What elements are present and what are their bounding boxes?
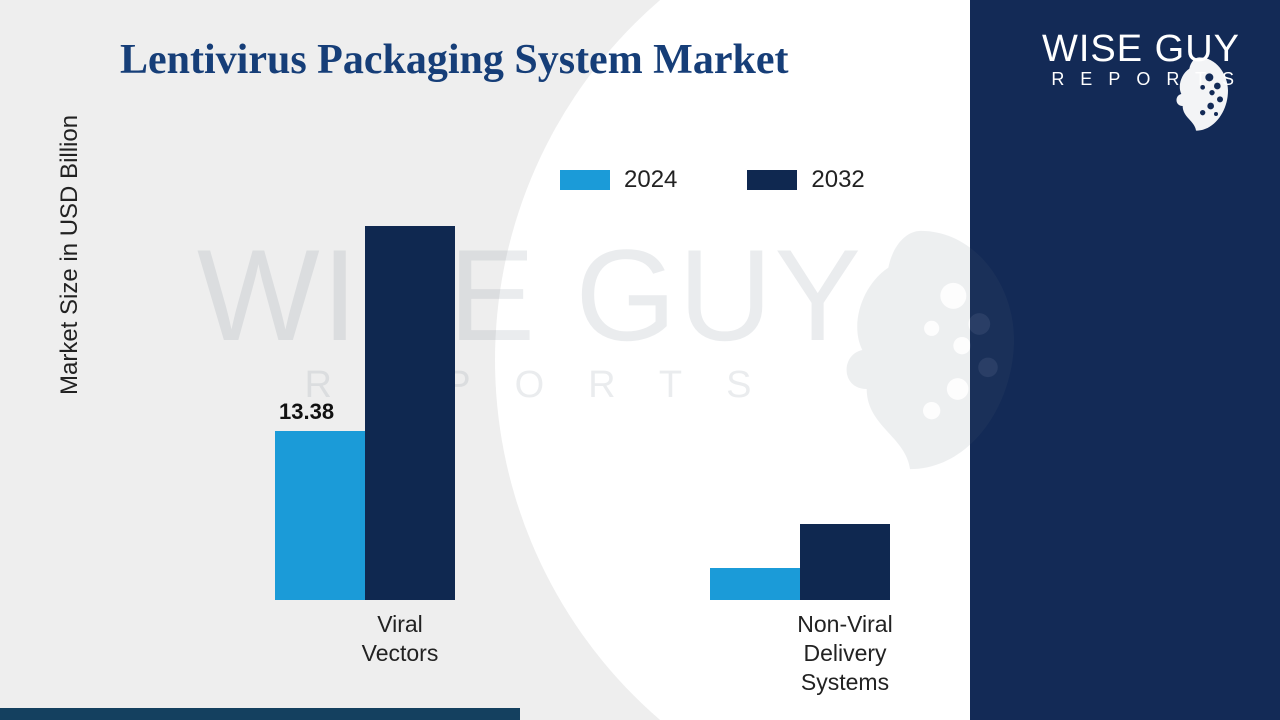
legend-label-2032: 2032 bbox=[811, 166, 864, 194]
bar-2032-1 bbox=[800, 524, 890, 600]
chart-title: Lentivirus Packaging System Market bbox=[120, 36, 788, 84]
category-label-0: ViralVectors bbox=[320, 610, 480, 668]
value-label: 13.38 bbox=[279, 399, 334, 425]
bar-2024-0 bbox=[275, 431, 365, 600]
legend: 2024 2032 bbox=[560, 166, 865, 194]
legend-item-2024: 2024 bbox=[560, 166, 677, 194]
bar-group-1 bbox=[710, 524, 890, 600]
category-label-1: Non-ViralDeliverySystems bbox=[765, 610, 925, 696]
brand-logo: WISE GUY REPORTS bbox=[1042, 28, 1240, 90]
bar-2024-1 bbox=[710, 568, 800, 600]
brand-head-icon bbox=[1160, 54, 1232, 134]
legend-item-2032: 2032 bbox=[747, 166, 864, 194]
legend-swatch-2024 bbox=[560, 170, 610, 190]
y-axis-label: Market Size in USD Billion bbox=[56, 115, 84, 395]
chart-plot-area: 13.38 bbox=[130, 220, 1010, 600]
chart-canvas: WISE GUY REPORTS Lentivirus Packaging Sy… bbox=[0, 0, 1280, 720]
bar-2032-0 bbox=[365, 226, 455, 600]
legend-label-2024: 2024 bbox=[624, 166, 677, 194]
bottom-accent-bar bbox=[0, 708, 520, 720]
legend-swatch-2032 bbox=[747, 170, 797, 190]
